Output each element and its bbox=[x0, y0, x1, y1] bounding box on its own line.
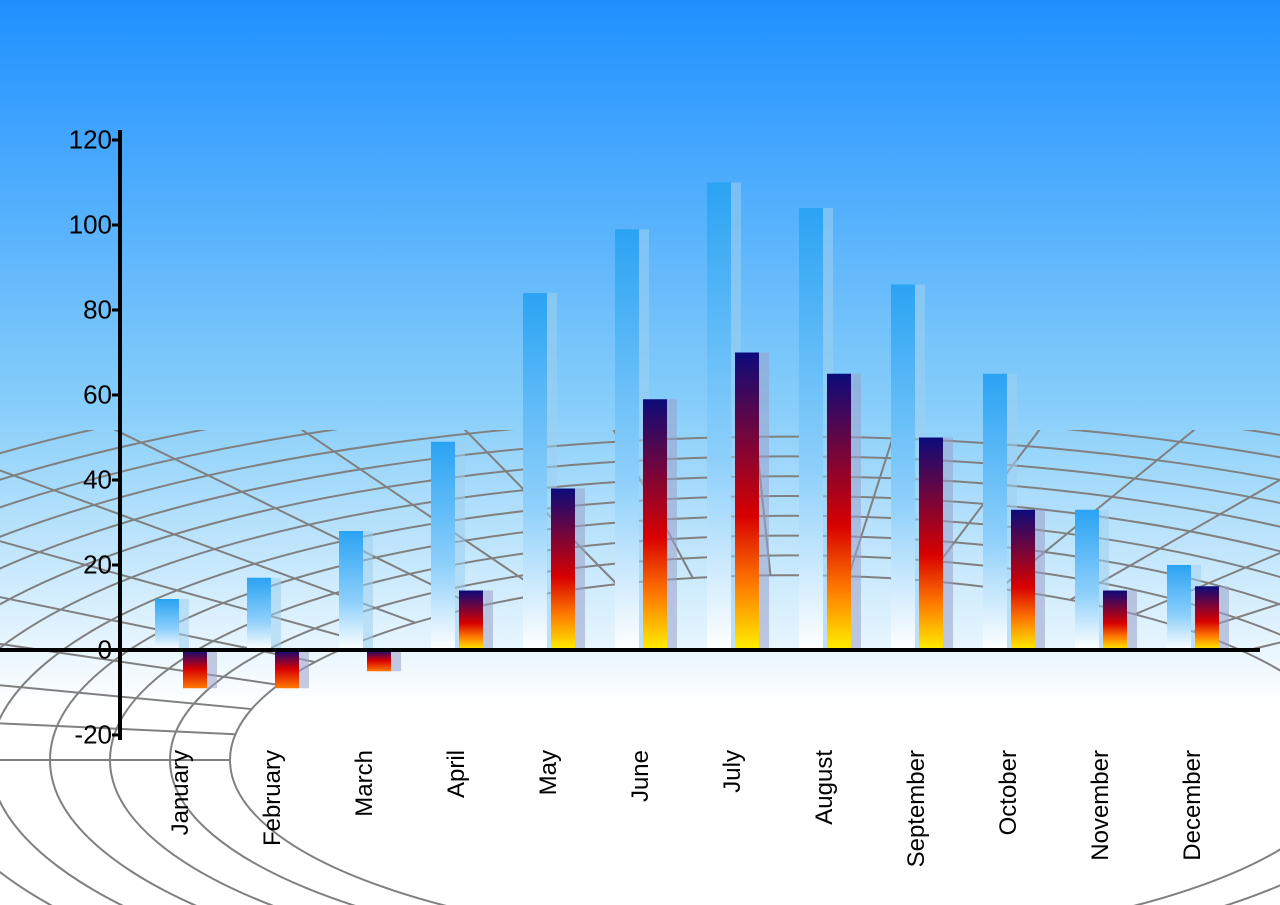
series-fire-bar bbox=[459, 591, 483, 651]
x-tick-label: July bbox=[719, 750, 747, 793]
series-fire-bar bbox=[735, 353, 759, 651]
series-fire-bar bbox=[1103, 591, 1127, 651]
x-tick-label: October bbox=[995, 750, 1023, 835]
series-fire-bar bbox=[1011, 510, 1035, 650]
y-tick-label: 40 bbox=[12, 465, 112, 496]
x-tick-label: December bbox=[1179, 750, 1207, 861]
series-blue-bar bbox=[523, 293, 547, 650]
series-fire-bar bbox=[827, 374, 851, 650]
series-blue-bar bbox=[891, 285, 915, 651]
series-blue-bar bbox=[1075, 510, 1099, 650]
series-blue-bar bbox=[799, 208, 823, 650]
x-tick-label: June bbox=[627, 750, 655, 802]
y-tick-label: -20 bbox=[12, 720, 112, 751]
x-tick-label: March bbox=[351, 750, 379, 817]
series-fire-bar bbox=[183, 650, 207, 688]
series-blue-bar bbox=[247, 578, 271, 650]
y-tick-label: 120 bbox=[12, 125, 112, 156]
y-tick-label: 100 bbox=[12, 210, 112, 241]
series-blue-bar bbox=[1167, 565, 1191, 650]
y-tick-label: 20 bbox=[12, 550, 112, 581]
x-tick-label: February bbox=[259, 750, 287, 846]
x-tick-label: September bbox=[903, 750, 931, 867]
series-fire-bar bbox=[275, 650, 299, 688]
series-fire-bar bbox=[919, 438, 943, 651]
y-tick-label: 60 bbox=[12, 380, 112, 411]
series-blue-bar bbox=[339, 531, 363, 650]
monthly-bar-chart: -20 0 20 40 60 80 100 120 January February March Ap… bbox=[0, 0, 1280, 905]
bars bbox=[155, 183, 1229, 689]
x-tick-label: November bbox=[1087, 750, 1115, 861]
series-blue-bar bbox=[707, 183, 731, 651]
x-tick-label: August bbox=[811, 750, 839, 825]
x-tick-label: April bbox=[443, 750, 471, 798]
chart-stage: -20 0 20 40 60 80 100 120 January February March Ap… bbox=[0, 0, 1280, 905]
x-tick-label: January bbox=[167, 750, 195, 835]
x-tick-label: May bbox=[535, 750, 563, 795]
series-blue-bar bbox=[431, 442, 455, 650]
series-fire-bar bbox=[1195, 586, 1219, 650]
series-fire-bar bbox=[551, 489, 575, 651]
series-fire-bar bbox=[367, 650, 391, 671]
y-tick-label: 0 bbox=[12, 635, 112, 666]
series-fire-bar bbox=[643, 399, 667, 650]
series-blue-bar bbox=[615, 229, 639, 650]
series-blue-bar bbox=[155, 599, 179, 650]
y-tick-label: 80 bbox=[12, 295, 112, 326]
series-blue-bar bbox=[983, 374, 1007, 650]
